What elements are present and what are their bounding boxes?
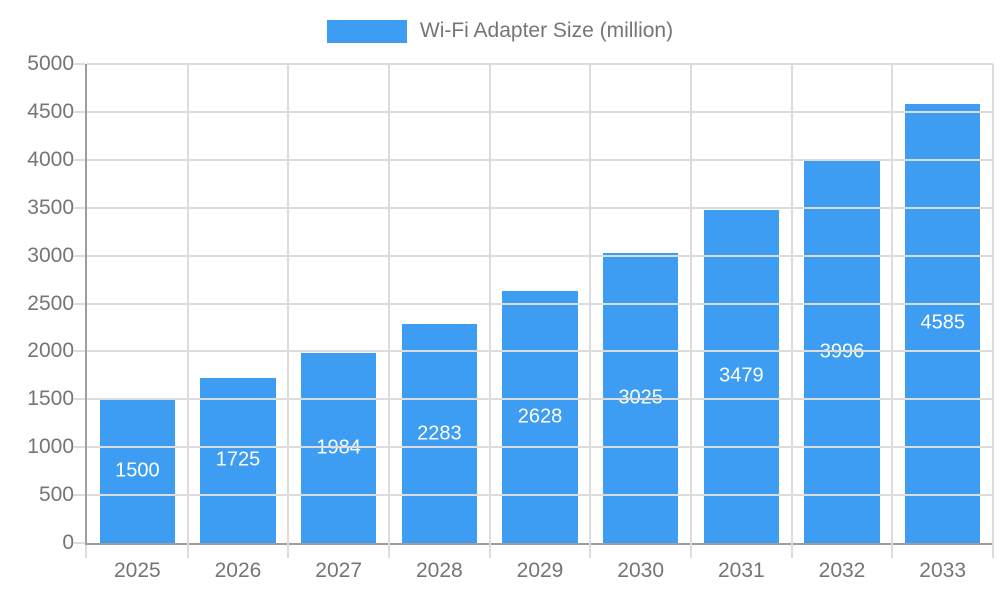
y-axis-label: 500 bbox=[38, 483, 74, 507]
x-axis-label-2025: 2025 bbox=[113, 559, 161, 582]
y-gridline bbox=[87, 110, 993, 113]
y-axis-label: 1500 bbox=[27, 387, 74, 411]
x-gridline bbox=[992, 64, 994, 558]
x-gridline bbox=[589, 64, 592, 558]
bar-slot: 2283 bbox=[389, 64, 490, 543]
y-tick bbox=[73, 206, 85, 209]
x-axis-label-2028: 2028 bbox=[415, 559, 463, 582]
bar-value-label: 1725 bbox=[215, 448, 261, 471]
x-axis-label-2029: 2029 bbox=[516, 559, 564, 582]
bar-value-label: 4585 bbox=[920, 311, 965, 334]
y-axis-labels: 0 500 1000 1500 2000 2500 3000 3500 4000 4500 5000 bbox=[0, 0, 74, 600]
x-axis-line bbox=[85, 543, 993, 545]
x-axis-label-2030: 2030 bbox=[617, 559, 665, 582]
x-gridline bbox=[186, 64, 189, 558]
bar-slot: 1725 bbox=[188, 64, 289, 543]
y-tick bbox=[73, 350, 85, 353]
y-gridline bbox=[87, 206, 993, 209]
bar-value-label: 2283 bbox=[417, 422, 462, 445]
bar-slot: 3479 bbox=[691, 64, 792, 543]
x-axis-label-2027: 2027 bbox=[315, 559, 363, 582]
bar-value-label: 3479 bbox=[719, 364, 764, 387]
y-tick bbox=[73, 398, 85, 401]
y-tick bbox=[73, 110, 85, 113]
x-axis-label-2026: 2026 bbox=[214, 559, 262, 582]
bar-2029[interactable]: 2628 bbox=[502, 291, 578, 543]
y-tick bbox=[73, 63, 85, 65]
y-tick bbox=[73, 542, 85, 544]
y-axis-label: 2500 bbox=[27, 291, 74, 315]
legend-label: Wi-Fi Adapter Size (million) bbox=[419, 19, 674, 42]
bar-slot: 2628 bbox=[490, 64, 591, 543]
x-gridline bbox=[287, 64, 290, 558]
bar-slot: 1500 bbox=[87, 64, 188, 543]
x-axis-label-2033: 2033 bbox=[919, 559, 967, 582]
bar-value-label: 1500 bbox=[115, 459, 160, 482]
x-axis-label-2031: 2031 bbox=[717, 559, 765, 582]
y-axis-label: 2000 bbox=[27, 339, 74, 363]
x-axis-label-2032: 2032 bbox=[818, 559, 866, 582]
bar-2031[interactable]: 3479 bbox=[703, 209, 780, 543]
bar-2033[interactable]: 4585 bbox=[904, 103, 981, 543]
y-tick bbox=[73, 254, 85, 257]
bar-slot: 4585 bbox=[892, 64, 993, 543]
y-tick bbox=[73, 158, 85, 161]
y-tick bbox=[73, 446, 85, 449]
y-axis-label: 0 bbox=[62, 531, 74, 554]
y-gridline bbox=[87, 254, 993, 257]
y-gridline bbox=[87, 398, 993, 401]
bar-value-label: 2628 bbox=[517, 405, 563, 428]
x-axis-labels: 2025 2026 2027 2028 2029 2030 2031 2032 2033 bbox=[87, 0, 993, 600]
bar-value-label: 3025 bbox=[618, 386, 663, 409]
x-gridline bbox=[689, 64, 692, 558]
bar-2025[interactable]: 1500 bbox=[99, 399, 176, 543]
y-axis-label: 5000 bbox=[27, 52, 74, 75]
y-gridline bbox=[87, 63, 993, 65]
x-gridline bbox=[790, 64, 793, 558]
x-gridline bbox=[387, 64, 390, 558]
plot-area: 1500 1725 1984 2283 2628 3025 3479 3996 4585 bbox=[73, 63, 994, 558]
x-gridline bbox=[891, 64, 894, 558]
y-axis-line bbox=[85, 64, 87, 543]
legend-swatch-icon bbox=[326, 19, 407, 43]
x-gridline bbox=[488, 64, 491, 558]
bar-2026[interactable]: 1725 bbox=[200, 377, 276, 543]
y-axis-label: 4000 bbox=[27, 147, 74, 171]
y-gridline bbox=[87, 494, 993, 497]
y-axis-label: 3500 bbox=[27, 195, 74, 219]
legend[interactable]: Wi-Fi Adapter Size (million) bbox=[0, 19, 1000, 43]
y-tick bbox=[73, 302, 85, 305]
y-tick bbox=[73, 494, 85, 497]
bar-2028[interactable]: 2283 bbox=[401, 324, 478, 543]
y-gridline bbox=[87, 446, 993, 449]
y-axis-label: 4500 bbox=[27, 99, 74, 123]
y-gridline bbox=[87, 350, 993, 353]
x-tick bbox=[85, 545, 87, 558]
y-gridline bbox=[87, 158, 993, 161]
y-axis-label: 3000 bbox=[27, 243, 74, 267]
y-axis-label: 1000 bbox=[27, 435, 74, 459]
y-gridline bbox=[87, 302, 993, 305]
